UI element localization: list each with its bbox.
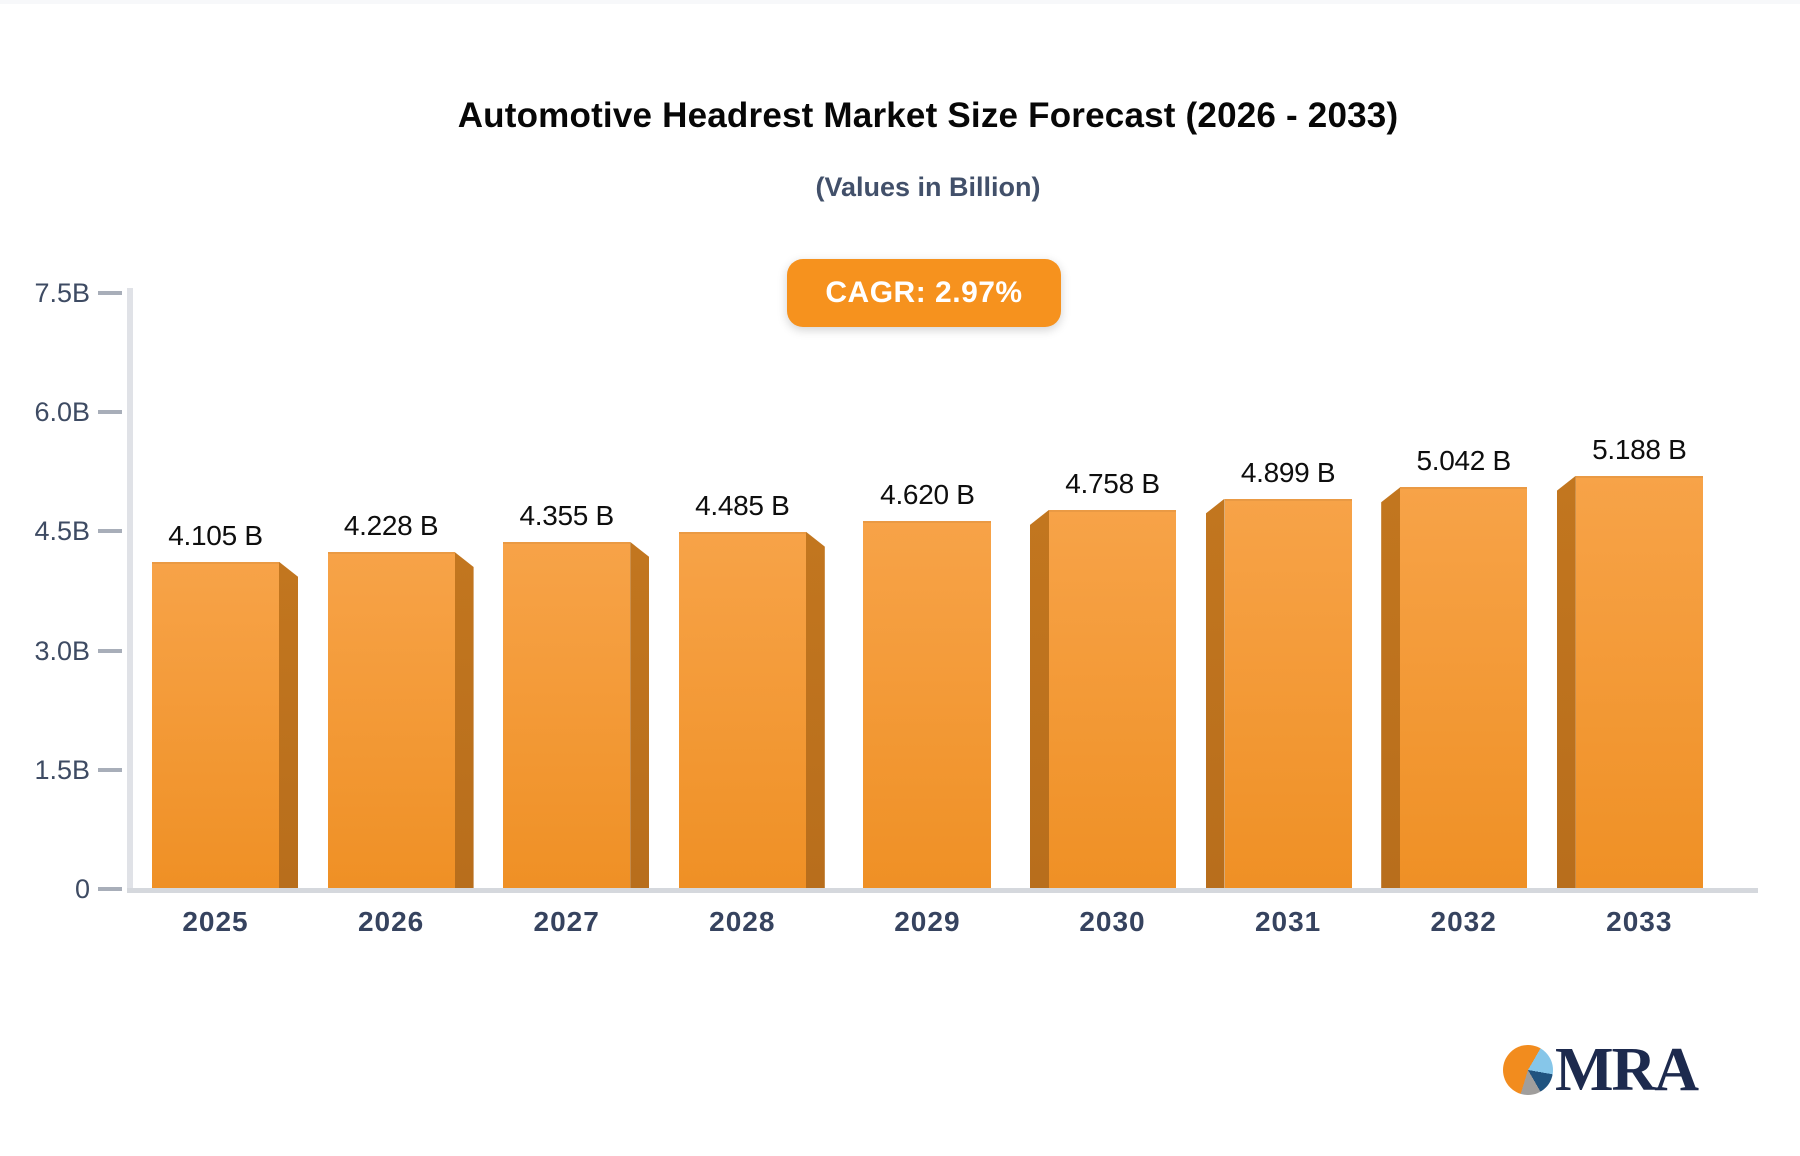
x-tick-label-2025: 2025 [182,906,249,937]
chart-title: Automotive Headrest Market Size Forecast… [457,96,1399,135]
bar-side-2028 [805,531,825,888]
x-tick-label-2028: 2028 [709,906,776,937]
bar-side-2033 [1556,475,1576,888]
y-tick-label: 3.0B [34,635,90,666]
bar-value-label-2033: 5.188 B [1592,433,1687,465]
y-tick-dash [98,648,122,653]
bar-2033 [1575,475,1703,888]
x-axis-line [127,888,1758,893]
bar-2027 [503,541,631,888]
bar-side-2032 [1381,487,1401,888]
y-tick-label: 1.5B [34,754,90,785]
x-tick-label-2030: 2030 [1079,906,1146,937]
bar-side-2025 [279,561,298,888]
bar-value-label-2031: 4.899 B [1240,456,1336,488]
x-tick-label-2027: 2027 [533,906,600,937]
pie-chart-icon [1503,1045,1553,1095]
x-tick-label-2029: 2029 [894,906,961,937]
bar-value-label-2027: 4.355 B [519,499,614,531]
bar-value-label-2032: 5.042 B [1416,445,1511,477]
bar-side-2026 [454,552,474,888]
y-tick-dash [98,529,122,534]
brand-logo-text: MRA [1555,1036,1699,1104]
bar-2026 [327,552,455,888]
y-tick-label: 4.5B [34,516,90,547]
bar-2031 [1224,498,1352,888]
y-tick-dash [98,290,122,295]
bar-value-label-2028: 4.485 B [695,489,790,521]
bar-side-2031 [1205,498,1225,888]
y-tick-label: 6.0B [34,397,90,428]
bar-value-label-2030: 4.758 B [1065,467,1160,499]
y-axis-line [127,288,133,893]
y-tick-dash [98,887,122,891]
x-tick-label-2026: 2026 [357,906,425,937]
cagr-badge: CAGR: 2.97% [787,259,1061,327]
bar-side-2027 [630,541,650,888]
bar-2028 [678,531,806,888]
bar-2032 [1400,487,1528,888]
x-tick-label-2033: 2033 [1606,906,1673,937]
bar-2025 [152,561,279,888]
bar-2029 [863,520,992,888]
y-tick-dash [98,767,122,772]
x-tick-label-2031: 2031 [1254,906,1322,937]
bar-side-2030 [1030,509,1049,888]
brand-logo: MRA [1503,1036,1699,1104]
chart-subtitle: (Values in Billion) [815,172,1041,202]
x-tick-label-2032: 2032 [1430,906,1497,937]
bar-value-label-2025: 4.105 B [168,519,263,551]
y-tick-label: 0 [74,874,90,904]
bar-value-label-2026: 4.228 B [343,510,439,541]
y-tick-label: 7.5B [34,277,90,308]
y-tick-dash [98,410,122,415]
bar-value-label-2029: 4.620 B [880,478,975,510]
bar-2030 [1049,509,1176,888]
